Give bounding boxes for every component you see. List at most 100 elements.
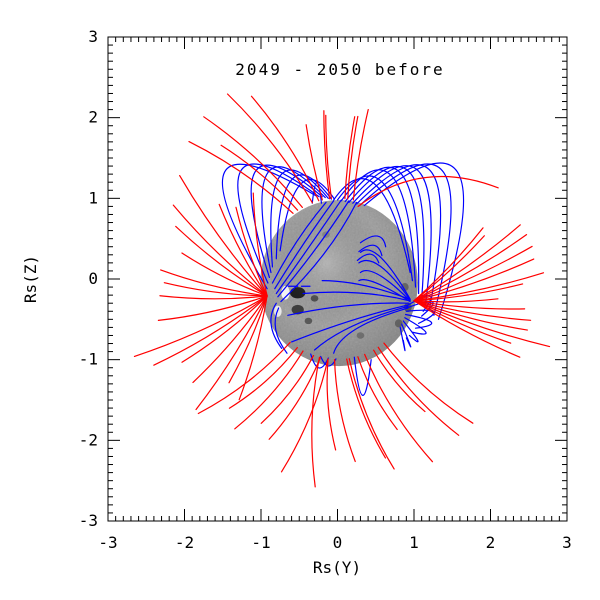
closed-field-line: [321, 280, 411, 300]
y-tick-label: 3: [88, 27, 98, 46]
open-field-line: [364, 353, 434, 463]
open-field-line: [197, 341, 291, 415]
closed-field-line: [363, 162, 465, 320]
y-tick-label: 2: [88, 108, 98, 127]
open-field-line: [280, 358, 329, 473]
closed-field-line: [359, 163, 452, 316]
open-field-line: [250, 95, 320, 202]
tick-labels: -3 -2 -1 0 1 2 3 -3 -2 -1 0 1 2 3: [79, 27, 572, 552]
y-tick-label: 1: [88, 188, 98, 207]
open-field-line: [235, 206, 268, 297]
closed-field-line: [287, 302, 410, 316]
open-field-line: [203, 116, 303, 208]
y-tick-label: -1: [79, 350, 98, 369]
closed-field-line: [399, 326, 406, 352]
open-field-line: [228, 347, 298, 409]
closed-field-line: [275, 174, 332, 260]
open-field-line: [413, 224, 521, 302]
y-axis-label: Rs(Z): [21, 255, 40, 303]
open-field-line: [347, 115, 359, 200]
open-field-line: [326, 358, 337, 451]
closed-field-line: [302, 291, 411, 302]
open-field-line: [188, 140, 294, 214]
closed-field-line: [353, 356, 372, 396]
closed-field-line: [404, 317, 427, 335]
open-field-line: [333, 359, 356, 463]
closed-field-line: [333, 307, 409, 354]
closed-field-line: [336, 175, 414, 282]
closed-field-line: [261, 166, 326, 274]
open-field-line: [305, 124, 323, 201]
open-field-line: [413, 300, 551, 348]
closed-field-line: [311, 182, 323, 204]
open-field-line: [311, 356, 321, 488]
open-field-line: [218, 203, 268, 297]
x-tick-label: 0: [333, 533, 343, 552]
open-field-line: [413, 235, 485, 302]
open-field-line: [234, 350, 304, 430]
closed-field-line: [291, 304, 410, 343]
x-tick-label: 1: [409, 533, 419, 552]
closed-field-line: [359, 249, 411, 300]
open-field-line: [323, 110, 331, 200]
open-field-line: [352, 109, 369, 201]
open-field-line: [413, 300, 526, 310]
y-tick-label: -3: [79, 511, 98, 530]
open-field-line: [238, 295, 268, 401]
closed-field-line: [280, 201, 358, 303]
closed-field-line: [402, 320, 419, 343]
open-field-line: [413, 300, 521, 358]
open-field-line: [195, 295, 268, 411]
open-field-line: [159, 295, 268, 300]
closed-field-line: [270, 169, 329, 268]
open-field-line: [220, 144, 299, 211]
closed-field-line: [358, 259, 411, 301]
closed-field-line: [237, 163, 320, 284]
closed-field-line: [275, 199, 342, 295]
open-field-line: [160, 269, 268, 297]
open-field-line: [357, 175, 499, 207]
open-field-line: [153, 295, 268, 366]
x-tick-label: -2: [175, 533, 194, 552]
open-field-line: [228, 295, 268, 384]
closed-field-line: [405, 309, 434, 324]
closed-field-line: [270, 302, 283, 349]
sun-disk-group: [260, 199, 418, 367]
closed-field-line: [359, 269, 411, 302]
plot-title: 2049 - 2050 before: [235, 60, 444, 79]
open-field-line: [413, 227, 484, 302]
closed-field-line: [356, 253, 380, 264]
open-field-line: [413, 272, 545, 302]
closed-field-line: [352, 165, 432, 306]
field-lines-open: [133, 93, 551, 488]
open-field-line: [383, 342, 474, 424]
x-tick-label: -1: [251, 533, 270, 552]
open-field-line: [373, 349, 426, 413]
x-tick-label: 2: [486, 533, 496, 552]
closed-field-line: [359, 235, 387, 248]
open-field-line: [413, 258, 535, 302]
open-field-line: [413, 283, 524, 302]
open-field-line: [325, 114, 332, 200]
closed-field-line: [401, 323, 412, 348]
open-field-line: [377, 346, 460, 436]
closed-field-line: [356, 164, 442, 311]
closed-field-line: [221, 163, 317, 290]
open-field-line: [346, 358, 387, 459]
closed-field-line: [348, 165, 425, 300]
open-field-line: [133, 295, 268, 358]
closed-field-line: [313, 305, 409, 351]
x-axis-label: Rs(Y): [313, 558, 361, 577]
open-field-line: [413, 300, 528, 331]
closed-field-line: [277, 200, 350, 298]
sun-disk-shading: [260, 199, 418, 367]
axis-ticks: [107, 36, 568, 522]
y-tick-label: -2: [79, 430, 98, 449]
open-field-line: [413, 245, 533, 302]
x-tick-label: 3: [562, 533, 572, 552]
open-field-line: [252, 192, 268, 297]
closed-field-line: [250, 164, 323, 278]
open-field-line: [175, 225, 268, 297]
open-field-line: [163, 282, 268, 297]
